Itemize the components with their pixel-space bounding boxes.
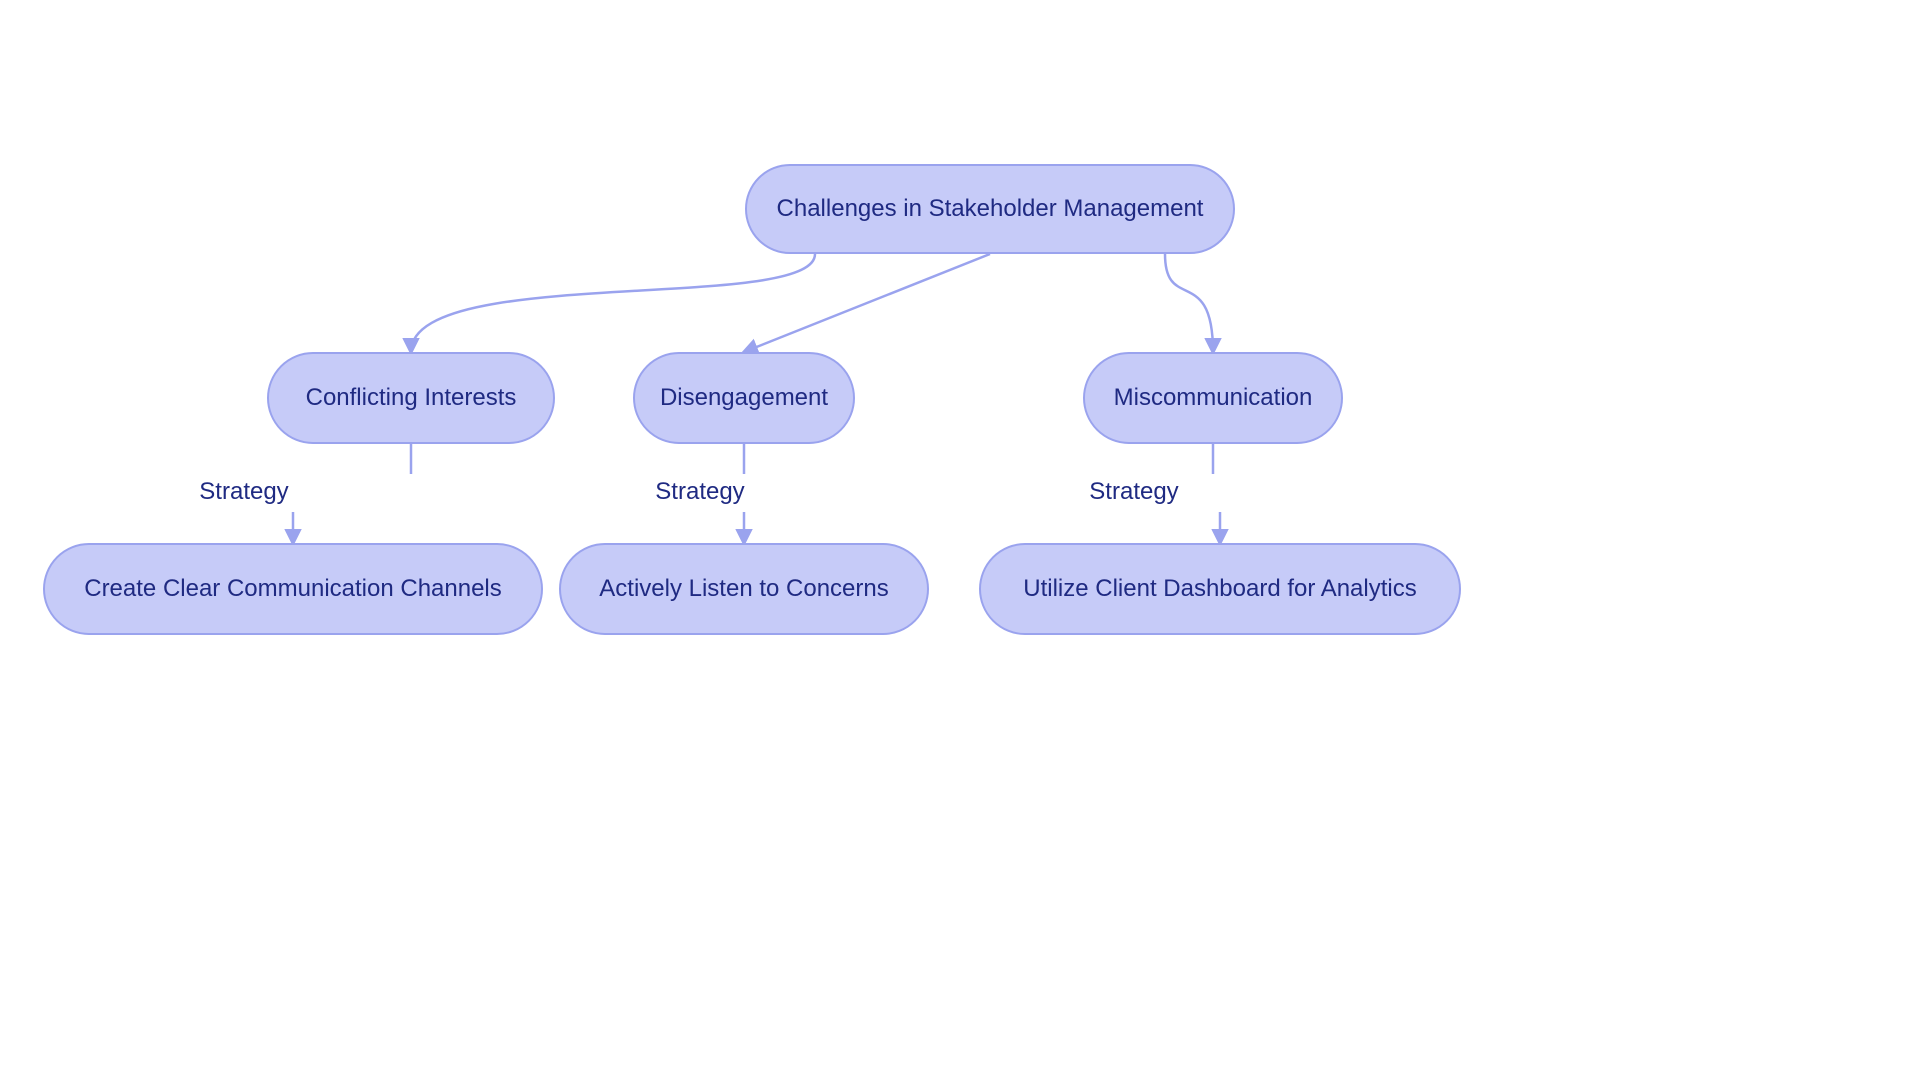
edge-label-text: Strategy (199, 478, 288, 505)
edges-layer (0, 0, 1920, 1083)
edge-label-text: Strategy (1089, 478, 1178, 505)
node-label: Utilize Client Dashboard for Analytics (1023, 575, 1417, 603)
edge-label-strategy-2: Strategy (640, 478, 760, 506)
node-root: Challenges in Stakeholder Management (745, 164, 1235, 254)
edge-label-strategy-1: Strategy (184, 478, 304, 506)
node-label: Miscommunication (1114, 384, 1313, 412)
edge (744, 254, 990, 352)
node-disengagement: Disengagement (633, 352, 855, 444)
node-strategy-listen: Actively Listen to Concerns (559, 543, 929, 635)
node-label: Challenges in Stakeholder Management (777, 195, 1204, 223)
edge (1165, 254, 1213, 352)
node-miscommunication: Miscommunication (1083, 352, 1343, 444)
node-label: Actively Listen to Concerns (599, 575, 888, 603)
node-strategy-communication-channels: Create Clear Communication Channels (43, 543, 543, 635)
node-conflicting-interests: Conflicting Interests (267, 352, 555, 444)
node-label: Disengagement (660, 384, 828, 412)
node-strategy-dashboard: Utilize Client Dashboard for Analytics (979, 543, 1461, 635)
edge-label-strategy-3: Strategy (1074, 478, 1194, 506)
node-label: Conflicting Interests (306, 384, 517, 412)
edge (411, 254, 815, 352)
node-label: Create Clear Communication Channels (84, 575, 502, 603)
edge-label-text: Strategy (655, 478, 744, 505)
diagram-canvas: Challenges in Stakeholder Management Con… (0, 0, 1920, 1083)
